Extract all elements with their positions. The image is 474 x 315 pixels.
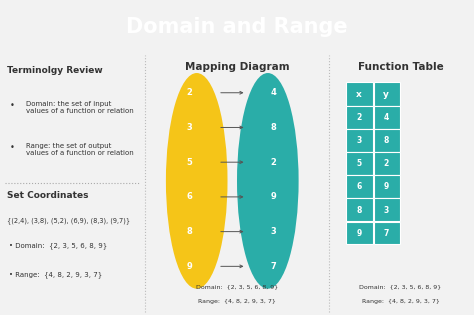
FancyBboxPatch shape [346,222,373,244]
Ellipse shape [237,73,299,289]
FancyBboxPatch shape [346,175,373,198]
Text: 8: 8 [187,227,192,236]
FancyBboxPatch shape [346,106,373,129]
FancyBboxPatch shape [346,198,373,221]
Text: • Range:  {4, 8, 2, 9, 3, 7}: • Range: {4, 8, 2, 9, 3, 7} [9,272,103,278]
FancyBboxPatch shape [346,82,373,106]
Text: Domain:  {2, 3, 5, 6, 8, 9}: Domain: {2, 3, 5, 6, 8, 9} [359,285,442,290]
Text: Domain and Range: Domain and Range [126,17,348,37]
Text: 2: 2 [187,88,192,97]
Text: 8: 8 [271,123,276,132]
Text: Range:  {4, 8, 2, 9, 3, 7}: Range: {4, 8, 2, 9, 3, 7} [362,299,439,304]
Text: Function Table: Function Table [358,62,443,72]
FancyBboxPatch shape [374,129,400,152]
Text: 6: 6 [187,192,192,201]
Text: 8: 8 [356,206,362,215]
Text: Domain: the set of input
values of a function or relation: Domain: the set of input values of a fun… [26,100,134,114]
Text: y: y [383,89,389,99]
Text: •: • [9,100,14,110]
Text: Range:  {4, 8, 2, 9, 3, 7}: Range: {4, 8, 2, 9, 3, 7} [198,299,276,304]
Text: 5: 5 [187,158,192,167]
Text: 3: 3 [187,123,192,132]
Text: Domain:  {2, 3, 5, 6, 8, 9}: Domain: {2, 3, 5, 6, 8, 9} [196,285,278,290]
FancyBboxPatch shape [346,152,373,175]
FancyBboxPatch shape [374,198,400,221]
Text: Range: the set of output
values of a function or relation: Range: the set of output values of a fun… [26,143,134,156]
Text: 4: 4 [271,88,276,97]
FancyBboxPatch shape [374,82,400,106]
Text: 3: 3 [383,206,389,215]
Text: 7: 7 [383,229,389,238]
Text: {(2,4), (3,8), (5,2), (6,9), (8,3), (9,7)}: {(2,4), (3,8), (5,2), (6,9), (8,3), (9,7… [7,218,130,224]
Text: Mapping Diagram: Mapping Diagram [185,62,289,72]
FancyBboxPatch shape [374,152,400,175]
Text: 5: 5 [356,159,361,168]
FancyBboxPatch shape [374,106,400,129]
Text: 2: 2 [383,159,389,168]
Text: 3: 3 [271,227,276,236]
Text: 9: 9 [271,192,276,201]
Text: x: x [356,89,362,99]
Text: 9: 9 [383,182,389,192]
Text: Set Coordinates: Set Coordinates [7,192,89,200]
Text: 6: 6 [356,182,362,192]
Text: Terminolgy Review: Terminolgy Review [7,66,103,75]
Text: 2: 2 [271,158,276,167]
Text: 7: 7 [271,262,276,271]
Ellipse shape [166,73,228,289]
FancyBboxPatch shape [346,129,373,152]
FancyBboxPatch shape [374,222,400,244]
FancyBboxPatch shape [374,175,400,198]
Text: •: • [9,143,14,152]
Text: 8: 8 [383,136,389,145]
Text: 2: 2 [356,113,362,122]
Text: • Domain:  {2, 3, 5, 6, 8, 9}: • Domain: {2, 3, 5, 6, 8, 9} [9,243,108,249]
Text: 9: 9 [187,262,192,271]
Text: 3: 3 [356,136,362,145]
Text: 9: 9 [356,229,362,238]
Text: 4: 4 [383,113,389,122]
